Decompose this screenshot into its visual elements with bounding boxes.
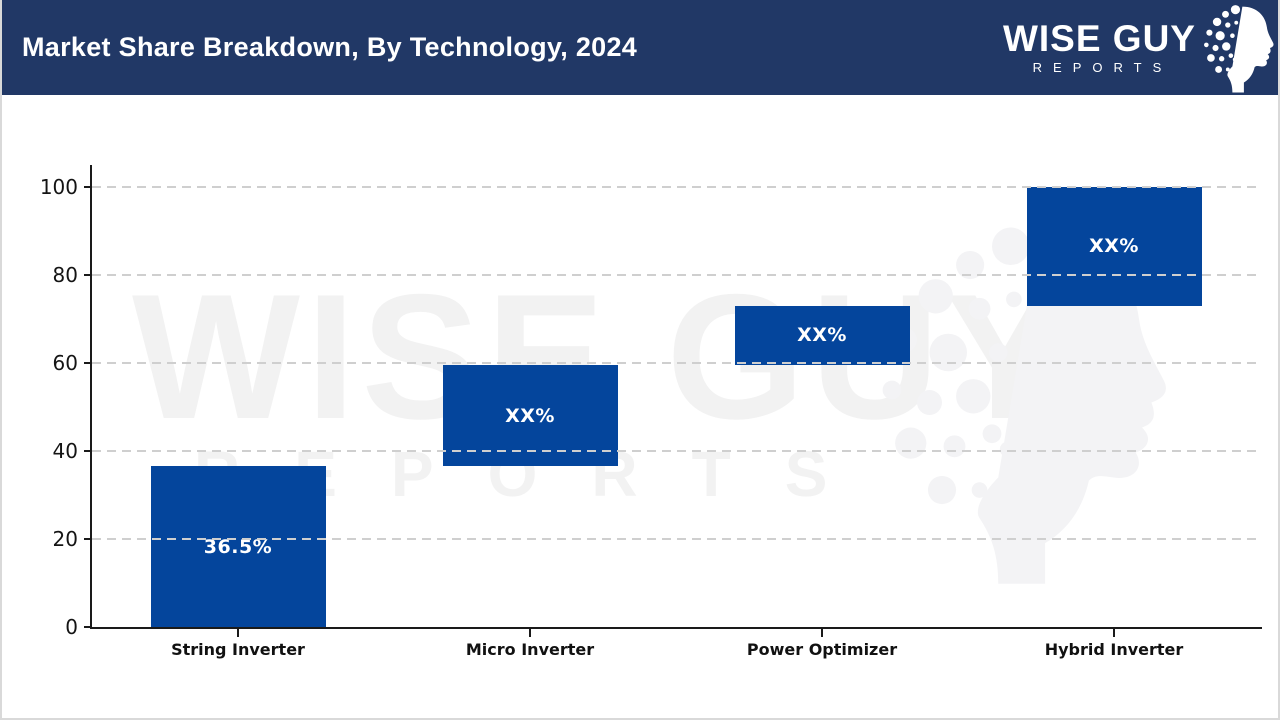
bar-value-label: XX% — [797, 324, 847, 347]
gridline — [92, 450, 1260, 452]
x-tick-mark — [1113, 629, 1115, 637]
y-tick-label: 60 — [52, 351, 78, 375]
waterfall-bar: XX% — [734, 305, 910, 366]
y-axis-line — [90, 165, 92, 629]
y-tick-mark — [84, 450, 92, 452]
waterfall-bar: 36.5% — [150, 466, 326, 627]
gridline — [92, 362, 1260, 364]
x-category-label: Power Optimizer — [746, 640, 898, 659]
y-tick-label: 80 — [52, 263, 78, 287]
x-category-label: Hybrid Inverter — [1044, 640, 1184, 659]
x-category-label: String Inverter — [171, 640, 305, 659]
bar-value-label: XX% — [1089, 235, 1139, 258]
x-category-label: Micro Inverter — [465, 640, 595, 659]
y-tick-mark — [84, 538, 92, 540]
x-axis-line — [90, 627, 1262, 629]
x-tick-mark — [821, 629, 823, 637]
x-tick-mark — [237, 629, 239, 637]
y-tick-mark — [84, 186, 92, 188]
logo-subtitle: REPORTS — [1032, 60, 1173, 75]
gridline — [92, 538, 1260, 540]
wise-guy-reports-logo: WISE GUY REPORTS — [1003, 0, 1278, 95]
gridline — [92, 274, 1260, 276]
y-tick-label: 100 — [39, 175, 78, 199]
watermark-dotted-head — [882, 227, 1166, 584]
y-tick-label: 20 — [52, 527, 78, 551]
x-tick-mark — [529, 629, 531, 637]
dotted-head-icon — [1204, 4, 1274, 92]
y-tick-mark — [84, 274, 92, 276]
y-tick-label: 0 — [65, 615, 78, 639]
bar-value-label: 36.5% — [203, 535, 273, 558]
logo-wordmark: WISE GUY — [1002, 18, 1196, 59]
bar-value-label: XX% — [505, 404, 555, 427]
gridline — [92, 186, 1260, 188]
y-tick-mark — [84, 362, 92, 364]
y-tick-label: 40 — [52, 439, 78, 463]
header-banner: Market Share Breakdown, By Technology, 2… — [2, 0, 1278, 95]
y-tick-mark — [84, 626, 92, 628]
chart-title: Market Share Breakdown, By Technology, 2… — [22, 32, 638, 62]
logo-text: WISE GUY REPORTS — [1003, 20, 1196, 75]
waterfall-bar: XX% — [442, 365, 618, 467]
waterfall-bar: XX% — [1026, 187, 1202, 306]
